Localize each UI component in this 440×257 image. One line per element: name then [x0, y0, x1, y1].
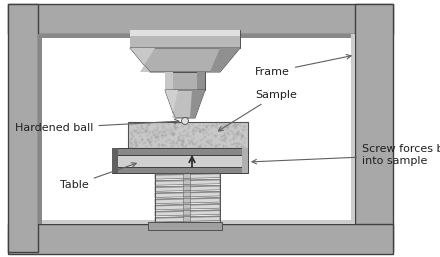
Polygon shape [155, 191, 220, 197]
Polygon shape [155, 204, 220, 206]
Polygon shape [155, 179, 220, 185]
Text: Hardened ball: Hardened ball [15, 119, 179, 133]
Polygon shape [155, 210, 220, 213]
Bar [128, 122, 248, 148]
Polygon shape [351, 34, 355, 224]
Polygon shape [210, 48, 240, 72]
Bar [130, 30, 240, 48]
Circle shape [181, 117, 188, 124]
Bar [112, 167, 248, 173]
Bar [38, 34, 355, 224]
Polygon shape [155, 173, 220, 179]
Polygon shape [155, 204, 220, 210]
Bar [197, 72, 205, 90]
Polygon shape [242, 148, 248, 173]
Text: Screw forces ball
into sample: Screw forces ball into sample [252, 144, 440, 166]
Bar [165, 72, 205, 90]
Polygon shape [155, 185, 220, 191]
Bar [130, 36, 240, 48]
Polygon shape [112, 148, 118, 173]
Polygon shape [190, 90, 205, 118]
Bar [112, 148, 248, 155]
Bar [183, 148, 190, 222]
Polygon shape [155, 197, 220, 200]
Polygon shape [165, 90, 205, 118]
Polygon shape [155, 185, 220, 188]
Bar [8, 4, 38, 252]
Bar [155, 173, 220, 222]
Text: Table: Table [60, 163, 136, 190]
Polygon shape [155, 197, 220, 204]
Polygon shape [38, 34, 42, 224]
Bar [148, 222, 222, 230]
Bar [130, 30, 240, 36]
Bar [112, 155, 248, 167]
Polygon shape [155, 210, 220, 216]
Polygon shape [155, 173, 220, 176]
Bar [165, 72, 173, 90]
Polygon shape [38, 34, 355, 38]
Polygon shape [155, 216, 220, 219]
Polygon shape [155, 191, 220, 194]
Polygon shape [155, 216, 220, 222]
Polygon shape [38, 220, 355, 224]
Bar [355, 4, 393, 252]
Bar [8, 4, 393, 34]
Polygon shape [155, 179, 220, 182]
Polygon shape [165, 90, 178, 118]
Polygon shape [130, 48, 155, 72]
Text: Frame: Frame [255, 54, 351, 77]
Polygon shape [130, 48, 240, 72]
Bar [8, 224, 393, 254]
Text: Sample: Sample [218, 90, 297, 131]
